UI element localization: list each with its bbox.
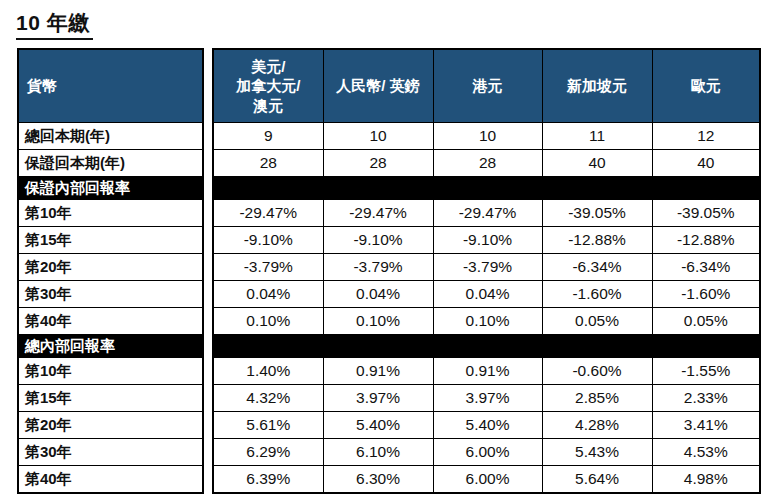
value-cell: -12.88% (542, 227, 652, 254)
column-header: 新加坡元 (542, 49, 652, 123)
row-label: 第10年 (18, 358, 203, 385)
value-cell: 28 (433, 150, 542, 177)
value-cell: 0.91% (323, 358, 433, 385)
row-label: 第15年 (18, 227, 203, 254)
value-cell: 5.40% (433, 412, 542, 439)
value-cell: 0.04% (323, 281, 433, 308)
value-cell: 9 (213, 123, 323, 150)
column-header: 歐元 (652, 49, 760, 123)
value-cell: -1.60% (652, 281, 760, 308)
value-cell: 12 (652, 123, 760, 150)
value-cell: -9.10% (323, 227, 433, 254)
label-column-table: 貨幣 總回本期(年) 保證回本期(年) 保證內部回報率 第10年 第15年 第2… (17, 48, 204, 494)
value-cell: -29.47% (213, 200, 323, 227)
section-band (213, 177, 760, 200)
column-header-currency: 貨幣 (18, 49, 203, 123)
row-label: 第30年 (18, 439, 203, 466)
value-cell: 4.98% (652, 466, 760, 494)
value-cell: 6.00% (433, 439, 542, 466)
value-cell: -3.79% (433, 254, 542, 281)
value-cell: -39.05% (542, 200, 652, 227)
row-label: 第40年 (18, 466, 203, 494)
row-label: 第30年 (18, 281, 203, 308)
value-cell: 4.53% (652, 439, 760, 466)
value-cell: 5.61% (213, 412, 323, 439)
value-cell: 1.40% (213, 358, 323, 385)
value-cell: 40 (652, 150, 760, 177)
value-cell: 0.04% (433, 281, 542, 308)
value-cell: 5.40% (323, 412, 433, 439)
value-cell: 3.41% (652, 412, 760, 439)
column-header: 港元 (433, 49, 542, 123)
value-cell: 0.10% (213, 308, 323, 335)
value-cell: 5.43% (542, 439, 652, 466)
value-cell: -6.34% (652, 254, 760, 281)
row-label: 第40年 (18, 308, 203, 335)
value-cell: 2.85% (542, 385, 652, 412)
section-header: 保證內部回報率 (18, 177, 203, 200)
value-cell: 40 (542, 150, 652, 177)
column-header: 美元/ 加拿大元/ 澳元 (213, 49, 323, 123)
value-cell: -39.05% (652, 200, 760, 227)
value-cell: 6.30% (323, 466, 433, 494)
value-cell: 11 (542, 123, 652, 150)
value-cell: 6.10% (323, 439, 433, 466)
value-cell: 0.10% (323, 308, 433, 335)
value-cell: -29.47% (323, 200, 433, 227)
value-cell: 4.32% (213, 385, 323, 412)
value-cell: 28 (213, 150, 323, 177)
value-cell: -3.79% (213, 254, 323, 281)
row-label: 第20年 (18, 412, 203, 439)
value-cell: 3.97% (433, 385, 542, 412)
value-cell: -6.34% (542, 254, 652, 281)
row-label: 第20年 (18, 254, 203, 281)
value-cell: 10 (433, 123, 542, 150)
value-cell: 4.28% (542, 412, 652, 439)
value-cell: 0.05% (542, 308, 652, 335)
value-cell: 10 (323, 123, 433, 150)
row-label: 總回本期(年) (18, 123, 203, 150)
document-page: 10 年繳 貨幣 總回本期(年) 保證回本期(年) 保證內部回報率 第10年 第… (0, 0, 769, 500)
value-cell: 6.00% (433, 466, 542, 494)
value-cell: -29.47% (433, 200, 542, 227)
value-cell: -9.10% (213, 227, 323, 254)
value-cell: 28 (323, 150, 433, 177)
value-cell: 6.29% (213, 439, 323, 466)
value-cell: 0.91% (433, 358, 542, 385)
section-header: 總內部回報率 (18, 335, 203, 358)
value-cell: 5.64% (542, 466, 652, 494)
value-cell: 2.33% (652, 385, 760, 412)
value-cell: -12.88% (652, 227, 760, 254)
page-title: 10 年繳 (16, 9, 93, 40)
value-cell: -1.60% (542, 281, 652, 308)
value-cell: 0.05% (652, 308, 760, 335)
value-cell: 0.04% (213, 281, 323, 308)
column-header: 人民幣/ 英鎊 (323, 49, 433, 123)
row-label: 第15年 (18, 385, 203, 412)
value-cell: 3.97% (323, 385, 433, 412)
value-cell: -9.10% (433, 227, 542, 254)
row-label: 保證回本期(年) (18, 150, 203, 177)
section-band (213, 335, 760, 358)
value-cell: -0.60% (542, 358, 652, 385)
comparison-table: 貨幣 總回本期(年) 保證回本期(年) 保證內部回報率 第10年 第15年 第2… (17, 48, 769, 494)
value-cell: 0.10% (433, 308, 542, 335)
value-cell: -3.79% (323, 254, 433, 281)
row-label: 第10年 (18, 200, 203, 227)
values-table: 美元/ 加拿大元/ 澳元 人民幣/ 英鎊 港元 新加坡元 歐元 9 10 10 … (212, 48, 761, 494)
value-cell: -1.55% (652, 358, 760, 385)
value-cell: 6.39% (213, 466, 323, 494)
